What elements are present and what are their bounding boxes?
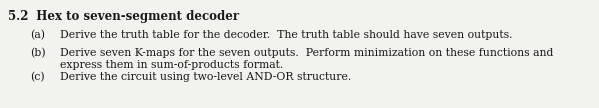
- Text: (c): (c): [30, 72, 44, 82]
- Text: (b): (b): [30, 48, 46, 58]
- Text: Derive the circuit using two-level AND-OR structure.: Derive the circuit using two-level AND-O…: [60, 72, 351, 82]
- Text: (a): (a): [30, 30, 45, 40]
- Text: express them in sum-of-products format.: express them in sum-of-products format.: [60, 60, 283, 70]
- Text: 5.2: 5.2: [8, 10, 29, 23]
- Text: Hex to seven-segment decoder: Hex to seven-segment decoder: [28, 10, 239, 23]
- Text: Derive seven K-maps for the seven outputs.  Perform minimization on these functi: Derive seven K-maps for the seven output…: [60, 48, 553, 58]
- Text: Derive the truth table for the decoder.  The truth table should have seven outpu: Derive the truth table for the decoder. …: [60, 30, 513, 40]
